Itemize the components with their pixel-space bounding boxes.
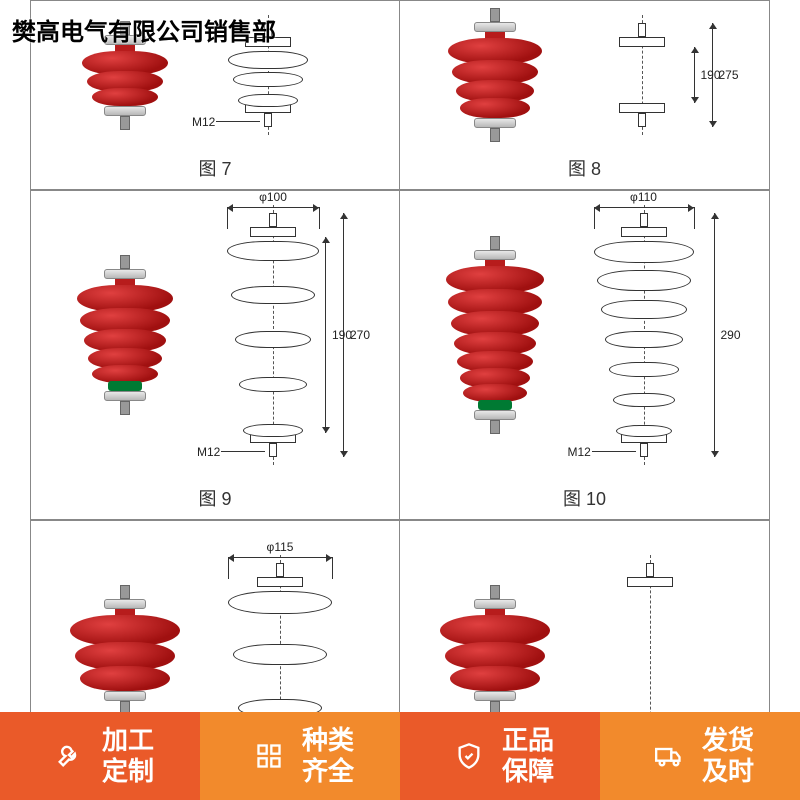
bolt-label: M12 (568, 445, 591, 459)
engineering-drawing: φ100270190M12 (193, 205, 353, 465)
watermark-text: 樊高电气有限公司销售部 (12, 12, 276, 47)
tool-icon (46, 733, 92, 779)
selling-point-strip: 加工定制 种类齐全 正品保障 发货及时 (0, 712, 800, 800)
diameter-label: φ115 (267, 540, 294, 554)
catalog-cell: φ110290M12图 10 (400, 191, 769, 519)
bolt-label: M12 (192, 115, 215, 129)
selling-point: 发货及时 (600, 712, 800, 800)
engineering-drawing: φ110290M12 (564, 205, 724, 465)
truck-icon (646, 733, 692, 779)
catalog-cell: 275190 图 8 (400, 1, 769, 189)
selling-point: 正品保障 (400, 712, 600, 800)
figure-caption: 图 9 (198, 479, 231, 519)
height-inner-label: 190 (701, 68, 721, 82)
bolt-label: M12 (197, 445, 220, 459)
figure-caption: 图 10 (563, 479, 606, 519)
selling-point-text: 种类齐全 (302, 725, 354, 787)
selling-point: 加工定制 (0, 712, 200, 800)
selling-point-text: 加工定制 (102, 725, 154, 787)
arrester-product (440, 585, 550, 715)
diameter-label: φ100 (259, 190, 287, 204)
height-outer-label: 290 (721, 328, 741, 342)
arrester-product (448, 8, 542, 142)
arrester-product (77, 255, 173, 415)
figure-caption: 图 7 (198, 149, 231, 189)
figure-caption: 图 8 (568, 149, 601, 189)
selling-point-text: 正品保障 (502, 725, 554, 787)
selling-point: 种类齐全 (200, 712, 400, 800)
engineering-drawing: 275190 (562, 15, 722, 135)
selling-point-text: 发货及时 (702, 725, 754, 787)
arrester-product (70, 585, 180, 715)
catalog-row: φ100270190M12图 9φ110290M12图 10 (30, 190, 770, 520)
shield-icon (446, 733, 492, 779)
height-inner-label: 190 (332, 328, 352, 342)
catalog-grid: M12图 7275190图 8φ100270190M12图 9φ110290M1… (0, 0, 800, 800)
height-outer-label: 275 (719, 68, 739, 82)
diameter-label: φ110 (630, 190, 657, 204)
arrester-product (446, 236, 544, 434)
grid-icon (246, 733, 292, 779)
height-outer-label: 270 (350, 328, 370, 342)
catalog-cell: φ100 270190 M12 图 9 (31, 191, 400, 519)
